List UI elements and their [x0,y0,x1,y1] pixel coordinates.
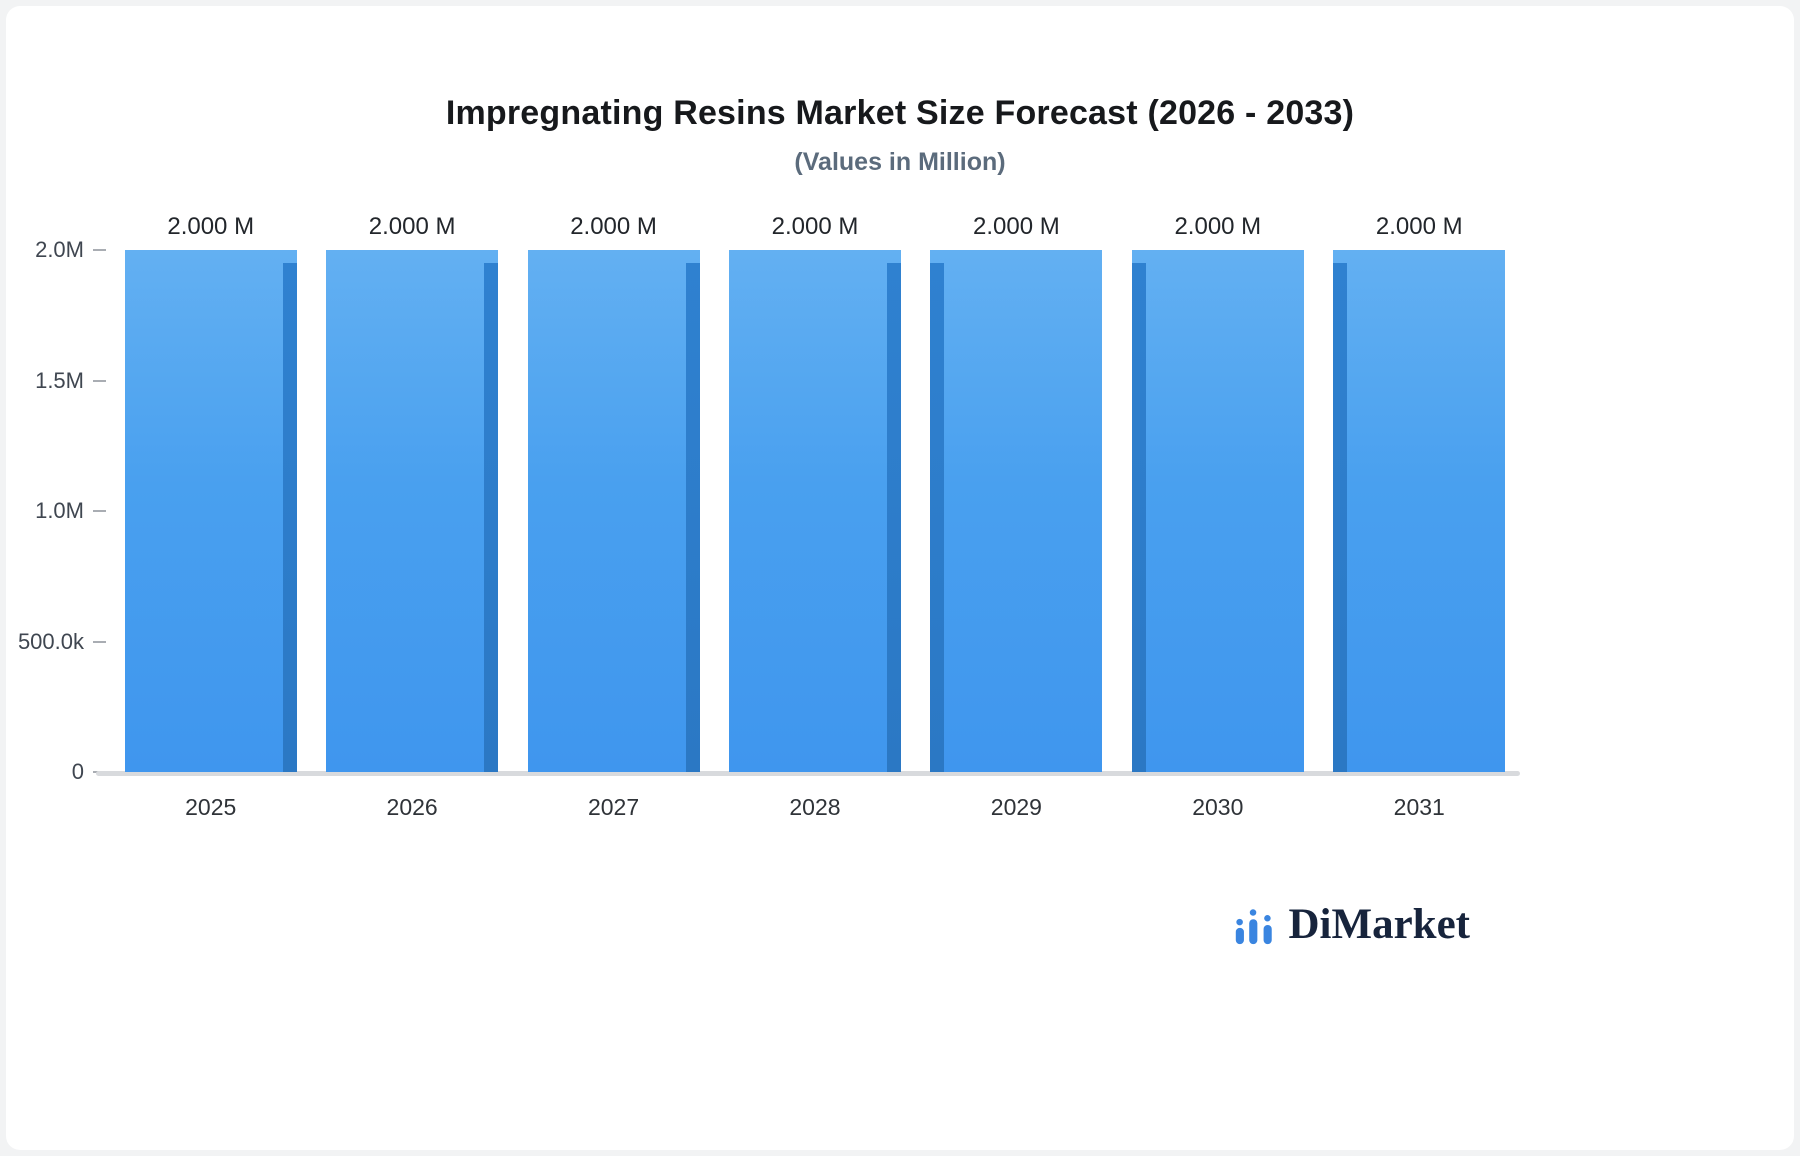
x-axis-label: 2030 [1192,794,1244,820]
bar-group-2027: 2.000 M 2027 [513,213,714,820]
chart-subtitle: (Values in Million) [794,148,1006,176]
tick-mark [93,510,106,512]
y-tick-label: 1.0M [35,498,84,523]
bar-2026[interactable] [326,250,499,772]
bar-group-2028: 2.000 M 2028 [714,213,915,820]
y-tick-label: 1.5M [35,367,84,393]
bar-series: 2.000 M 2025 2.000 M 2026 2.000 M 2027 2… [110,213,1520,820]
y-tick-label: 500.0k [17,628,84,654]
bar-value-label: 2.000 M [1375,213,1463,240]
y-tick: 500.0k [18,629,106,655]
bar-value-label: 2.000 M [771,213,859,240]
x-axis-label: 2029 [990,794,1042,820]
tick-mark [93,249,106,251]
bar-2025[interactable] [124,250,297,772]
dimarket-logo: DiMarket [1231,900,1471,948]
bar-2028[interactable] [728,250,901,772]
bar-group-2029: 2.000 M 2029 [916,213,1117,820]
y-axis: 2.0M 1.5M 1.0M 500.0k 0 [14,237,106,784]
y-tick-label: 0 [71,759,84,784]
x-axis-label: 2026 [386,794,438,820]
bar-group-2030: 2.000 M 2030 [1117,213,1318,820]
bar-group-2031: 2.000 M 2031 [1319,213,1520,820]
x-axis-label: 2027 [587,794,640,820]
bar-2029[interactable] [930,250,1103,772]
y-tick: 1.0M [22,498,106,524]
x-axis-line [96,771,1520,776]
bar-chart-icon [1235,909,1272,945]
bar-value-label: 2.000 M [1174,213,1262,240]
brand-name: DiMarket [1288,900,1471,948]
bar-value-label: 2.000 M [368,213,456,240]
x-axis-label: 2028 [789,794,841,820]
bar-value-label: 2.000 M [973,213,1060,240]
bar-2030[interactable] [1131,250,1304,772]
bar-2031[interactable] [1333,250,1506,772]
tick-mark [93,640,106,643]
x-axis-label: 2031 [1393,794,1445,820]
tick-mark [93,379,106,382]
bar-2027[interactable] [527,250,700,772]
chart-title: Impregnating Resins Market Size Forecast… [445,94,1355,132]
bar-group-2026: 2.000 M 2026 [311,213,512,820]
plot-area: 2.000 M 2025 2.000 M 2026 2.000 M 2027 2… [96,213,1520,820]
bar-value-label: 2.000 M [570,213,657,240]
y-tick: 0 [22,759,106,785]
bar-value-label: 2.000 M [167,213,255,240]
x-axis-label: 2025 [185,794,237,820]
y-tick: 2.0M [22,237,106,263]
y-tick-label: 2.0M [35,237,84,262]
bar-group-2025: 2.000 M 2025 [110,213,311,820]
y-tick: 1.5M [22,368,106,394]
